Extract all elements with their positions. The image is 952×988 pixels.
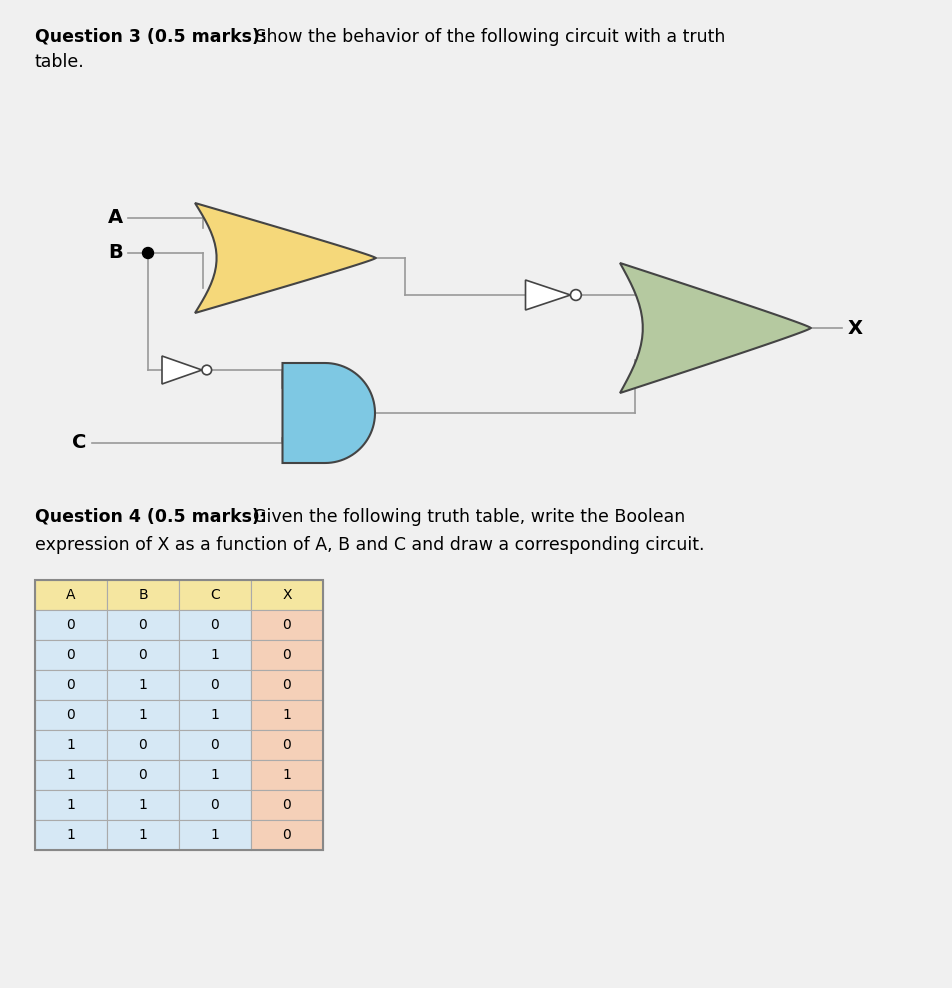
Text: 1: 1 bbox=[138, 828, 148, 842]
Bar bbox=[250, 640, 323, 670]
Bar bbox=[35, 640, 107, 670]
Text: 0: 0 bbox=[138, 768, 148, 782]
Text: 0: 0 bbox=[283, 648, 291, 662]
Bar bbox=[179, 820, 250, 850]
Bar bbox=[250, 790, 323, 820]
Bar bbox=[35, 820, 107, 850]
Text: 0: 0 bbox=[67, 678, 75, 692]
Text: 1: 1 bbox=[210, 708, 219, 722]
Bar bbox=[35, 580, 107, 610]
Text: Question 3 (0.5 marks):: Question 3 (0.5 marks): bbox=[35, 28, 267, 46]
Bar bbox=[179, 790, 250, 820]
Bar bbox=[35, 730, 107, 760]
Text: 1: 1 bbox=[67, 768, 75, 782]
Circle shape bbox=[570, 289, 581, 300]
Text: 1: 1 bbox=[138, 708, 148, 722]
Text: X: X bbox=[847, 318, 863, 338]
Bar bbox=[35, 580, 323, 850]
Polygon shape bbox=[620, 263, 809, 393]
Bar bbox=[107, 700, 179, 730]
Text: 0: 0 bbox=[210, 798, 219, 812]
Polygon shape bbox=[162, 356, 202, 384]
Text: 1: 1 bbox=[138, 798, 148, 812]
Text: table.: table. bbox=[35, 53, 85, 71]
Bar bbox=[107, 790, 179, 820]
Text: 1: 1 bbox=[67, 828, 75, 842]
Bar bbox=[35, 610, 107, 640]
Bar bbox=[250, 730, 323, 760]
Text: 1: 1 bbox=[210, 828, 219, 842]
Text: Show the behavior of the following circuit with a truth: Show the behavior of the following circu… bbox=[249, 28, 724, 46]
Bar bbox=[250, 610, 323, 640]
Text: 1: 1 bbox=[210, 648, 219, 662]
Circle shape bbox=[143, 248, 153, 259]
Bar bbox=[35, 790, 107, 820]
Bar bbox=[250, 820, 323, 850]
Bar bbox=[107, 820, 179, 850]
Bar bbox=[35, 670, 107, 700]
Bar bbox=[107, 610, 179, 640]
Bar bbox=[250, 760, 323, 790]
Bar bbox=[107, 730, 179, 760]
Text: 0: 0 bbox=[283, 828, 291, 842]
Bar bbox=[250, 580, 323, 610]
Text: Question 4 (0.5 marks):: Question 4 (0.5 marks): bbox=[35, 508, 267, 526]
Bar bbox=[179, 610, 250, 640]
Bar bbox=[107, 760, 179, 790]
Text: C: C bbox=[209, 588, 220, 602]
Polygon shape bbox=[525, 280, 570, 310]
Text: A: A bbox=[67, 588, 75, 602]
Bar bbox=[179, 670, 250, 700]
Bar bbox=[250, 670, 323, 700]
Text: 1: 1 bbox=[67, 798, 75, 812]
Text: 1: 1 bbox=[282, 768, 291, 782]
Text: 0: 0 bbox=[210, 618, 219, 632]
Text: 1: 1 bbox=[210, 768, 219, 782]
Bar bbox=[107, 580, 179, 610]
Text: 1: 1 bbox=[138, 678, 148, 692]
Text: A: A bbox=[108, 208, 123, 227]
Text: 0: 0 bbox=[138, 648, 148, 662]
Text: B: B bbox=[108, 243, 123, 263]
Text: 1: 1 bbox=[67, 738, 75, 752]
Circle shape bbox=[202, 366, 211, 374]
Bar bbox=[179, 760, 250, 790]
Text: 1: 1 bbox=[282, 708, 291, 722]
Text: 0: 0 bbox=[283, 618, 291, 632]
Bar bbox=[179, 580, 250, 610]
Text: 0: 0 bbox=[283, 678, 291, 692]
Text: 0: 0 bbox=[67, 618, 75, 632]
Text: C: C bbox=[72, 434, 87, 453]
Text: 0: 0 bbox=[210, 738, 219, 752]
Text: 0: 0 bbox=[67, 708, 75, 722]
Bar bbox=[107, 670, 179, 700]
Text: 0: 0 bbox=[210, 678, 219, 692]
Text: expression of X as a function of A, B and C and draw a corresponding circuit.: expression of X as a function of A, B an… bbox=[35, 536, 704, 554]
Bar bbox=[35, 760, 107, 790]
Polygon shape bbox=[195, 203, 375, 313]
Text: 0: 0 bbox=[138, 738, 148, 752]
Bar bbox=[250, 700, 323, 730]
Polygon shape bbox=[282, 363, 374, 463]
Text: 0: 0 bbox=[138, 618, 148, 632]
Text: 0: 0 bbox=[283, 798, 291, 812]
Bar bbox=[35, 700, 107, 730]
Text: 0: 0 bbox=[67, 648, 75, 662]
Text: X: X bbox=[282, 588, 291, 602]
Bar bbox=[179, 730, 250, 760]
Text: B: B bbox=[138, 588, 148, 602]
Bar bbox=[179, 640, 250, 670]
Text: Given the following truth table, write the Boolean: Given the following truth table, write t… bbox=[252, 508, 684, 526]
Bar bbox=[107, 640, 179, 670]
Bar bbox=[179, 700, 250, 730]
Text: 0: 0 bbox=[283, 738, 291, 752]
